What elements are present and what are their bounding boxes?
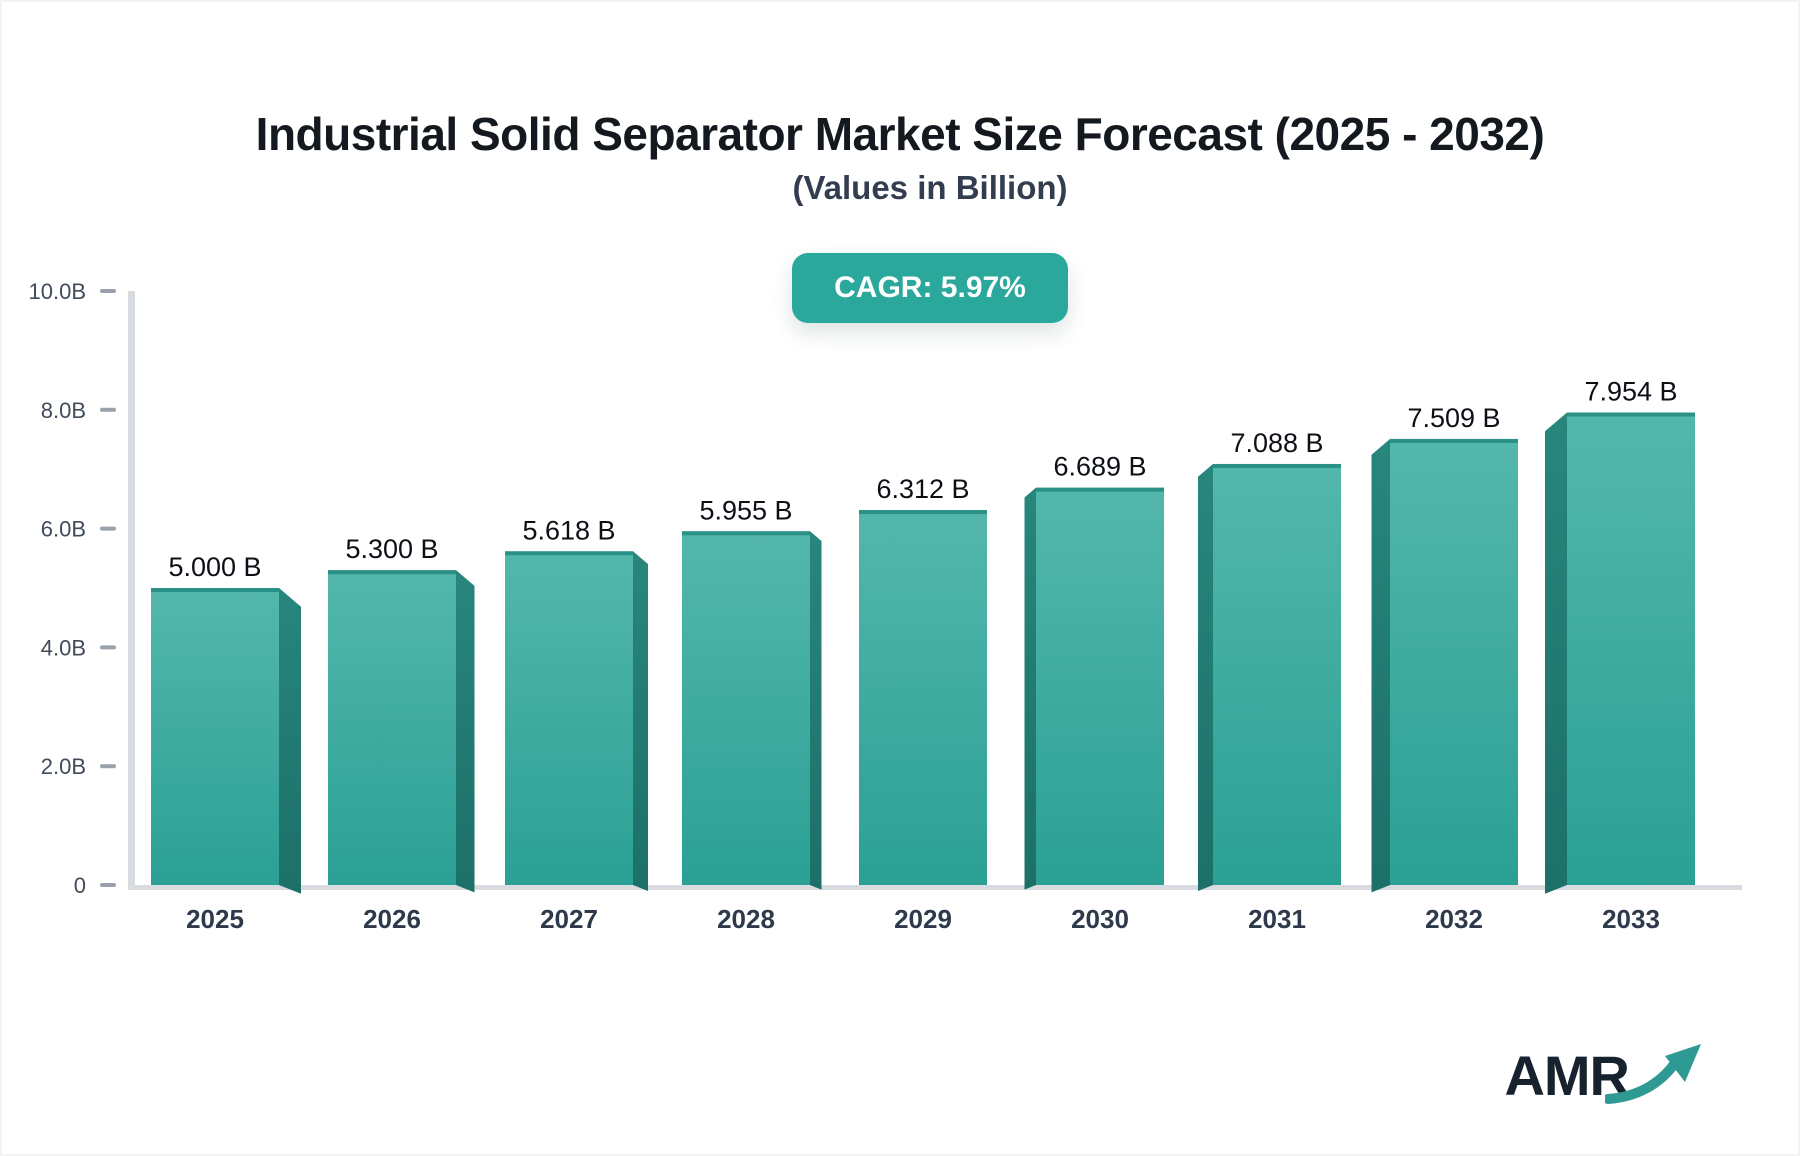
chart-subtitle: (Values in Billion) (792, 169, 1068, 206)
bar-group-2027: 5.618 B 2027 (505, 515, 648, 934)
bar-front-face (859, 510, 987, 885)
x-tick-label: 2026 (363, 904, 421, 934)
y-tick-dash (100, 407, 116, 412)
bar-group-2026: 5.300 B 2026 (328, 534, 475, 934)
bar-value-label: 5.955 B (699, 495, 792, 525)
x-tick-label: 2032 (1425, 904, 1483, 934)
bar-side-face (633, 551, 648, 891)
bar-group-2031: 7.088 B 2031 (1198, 428, 1341, 934)
x-tick-label: 2030 (1071, 904, 1129, 934)
bar-front-face (1567, 412, 1695, 885)
bar-front-face (328, 570, 456, 885)
y-tick-dash (100, 526, 116, 531)
bar-value-label: 5.000 B (168, 552, 261, 582)
bar-group-2029: 6.312 B 2029 (859, 474, 987, 934)
growth-arrow-tail (1605, 1058, 1680, 1104)
bar-front-face (1390, 438, 1518, 885)
bar-group-2030: 6.689 B 2030 (1024, 452, 1164, 934)
bar-value-label: 5.300 B (345, 534, 438, 564)
bar-top-edge (505, 551, 633, 556)
bar-value-label: 7.954 B (1584, 377, 1677, 407)
amr-logo: AMR (1504, 1036, 1705, 1104)
bar-top-edge (682, 531, 810, 536)
x-tick-label: 2028 (717, 904, 775, 934)
growth-arrow-icon (1605, 1044, 1701, 1104)
growth-arrow-head (1665, 1044, 1701, 1082)
bar-side-face (1024, 487, 1036, 890)
bar-top-edge (328, 570, 456, 575)
bar-group-2032: 7.509 B 2032 (1371, 403, 1518, 934)
y-tick-label: 10.0B (29, 279, 87, 304)
bar-value-label: 7.088 B (1230, 428, 1323, 458)
bar-top-edge (859, 510, 987, 515)
x-tick-label: 2033 (1602, 904, 1660, 934)
bar-value-label: 6.312 B (876, 474, 969, 504)
bar-value-label: 5.618 B (522, 515, 615, 545)
x-axis-line (128, 885, 1742, 890)
bar-top-edge (1567, 412, 1695, 417)
bar-group-2025: 5.000 B 2025 (151, 552, 301, 934)
cagr-badge-band: CAGR: 5.97% (134, 253, 1726, 323)
y-axis-line (128, 291, 135, 890)
y-tick-dash (100, 645, 116, 650)
y-tick-label: 4.0B (41, 635, 86, 660)
bar-value-label: 6.689 B (1053, 452, 1146, 482)
bar-value-label: 7.509 B (1407, 403, 1500, 433)
x-tick-label: 2027 (540, 904, 598, 934)
bar-front-face (1213, 463, 1341, 885)
bar-top-edge (1213, 463, 1341, 468)
y-tick-label: 2.0B (41, 754, 86, 779)
bar-top-edge (1390, 438, 1518, 443)
bar-side-face (1545, 412, 1567, 894)
bar-side-face (279, 588, 301, 894)
cagr-badge: CAGR: 5.97% (792, 253, 1068, 323)
bar-side-face (1198, 463, 1213, 891)
bar-side-face (456, 570, 475, 893)
bar-front-face (1036, 487, 1164, 885)
y-tick-dash (100, 764, 116, 769)
x-tick-label: 2025 (186, 904, 244, 934)
x-tick-label: 2029 (894, 904, 952, 934)
y-tick-label: 8.0B (41, 398, 86, 423)
bar-group-2033: 7.954 B 2033 (1545, 377, 1695, 934)
page-title: Industrial Solid Separator Market Size F… (255, 108, 1545, 160)
bar-side-face (1371, 438, 1390, 893)
y-tick-dash (100, 289, 116, 293)
bar-front-face (505, 551, 633, 885)
x-tick-label: 2031 (1248, 904, 1306, 934)
bar-top-edge (1036, 487, 1164, 492)
bar-front-face (682, 531, 810, 885)
bar-top-edge (151, 588, 279, 592)
y-tick-dash (100, 883, 116, 887)
bar-front-face (151, 588, 279, 885)
bar-side-face (810, 531, 822, 890)
y-tick-label: 0 (74, 873, 86, 898)
bar-group-2028: 5.955 B 2028 (682, 495, 822, 934)
y-tick-label: 6.0B (41, 517, 86, 542)
